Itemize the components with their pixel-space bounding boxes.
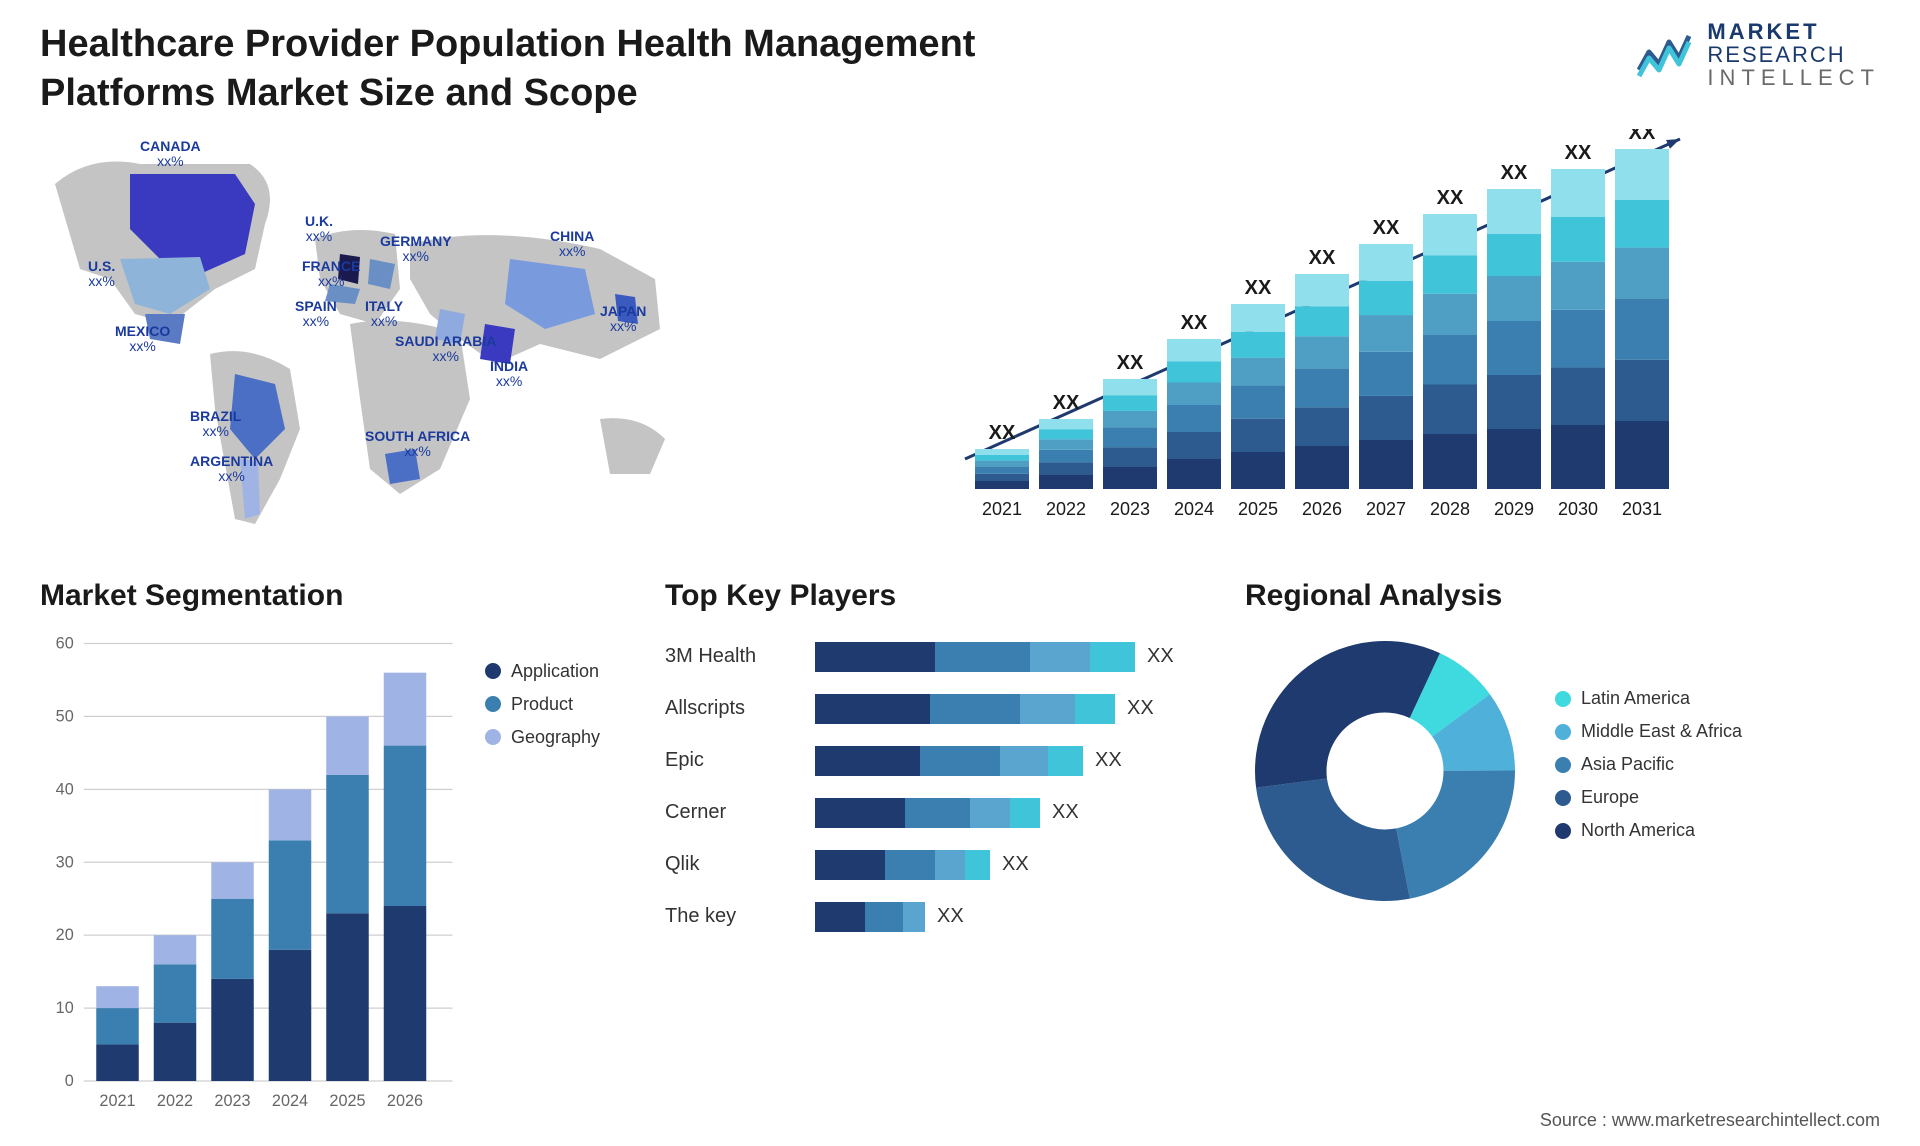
svg-text:20: 20 bbox=[56, 926, 74, 944]
player-value: XX bbox=[1002, 853, 1029, 876]
regional-donut bbox=[1245, 631, 1525, 911]
map-country-label: ITALYxx% bbox=[365, 299, 403, 330]
svg-text:2022: 2022 bbox=[1046, 499, 1086, 519]
player-value: XX bbox=[937, 905, 964, 928]
regional-section: Regional Analysis Latin America Middle Ea… bbox=[1245, 579, 1880, 1079]
svg-text:10: 10 bbox=[56, 999, 74, 1017]
map-country-label: ARGENTINAxx% bbox=[190, 454, 273, 485]
svg-text:XX: XX bbox=[1245, 277, 1272, 299]
svg-text:40: 40 bbox=[56, 780, 74, 798]
svg-text:XX: XX bbox=[1565, 142, 1592, 164]
growth-chart: XX 2021 XX 2022 XX 2023 XX 2024 XX 2025 XX 2026 XX 20… bbox=[770, 129, 1880, 549]
source-attribution: Source : www.marketresearchintellect.com bbox=[1540, 1110, 1880, 1131]
svg-text:2024: 2024 bbox=[272, 1092, 308, 1110]
legend-item: Product bbox=[485, 694, 645, 715]
legend-item: Application bbox=[485, 661, 645, 682]
svg-text:50: 50 bbox=[56, 707, 74, 725]
players-bars: XX XX XX XX XX XX bbox=[815, 631, 1225, 943]
growth-chart-panel: XX 2021 XX 2022 XX 2023 XX 2024 XX 2025 XX 2026 XX 20… bbox=[770, 129, 1880, 549]
svg-text:2021: 2021 bbox=[99, 1092, 135, 1110]
svg-text:2025: 2025 bbox=[1238, 499, 1278, 519]
player-value: XX bbox=[1147, 645, 1174, 668]
svg-text:XX: XX bbox=[1309, 247, 1336, 269]
players-title: Top Key Players bbox=[665, 579, 1225, 613]
top-row: CANADAxx% U.S.xx% MEXICOxx% BRAZILxx% ARGENT… bbox=[40, 129, 1880, 549]
legend-item: North America bbox=[1555, 820, 1880, 841]
map-country-label: CANADAxx% bbox=[140, 139, 201, 170]
player-row: XX bbox=[815, 735, 1225, 787]
map-country-label: U.S.xx% bbox=[88, 259, 115, 290]
player-value: XX bbox=[1127, 697, 1154, 720]
svg-text:2029: 2029 bbox=[1494, 499, 1534, 519]
regional-legend: Latin America Middle East & Africa Asia Pa… bbox=[1555, 688, 1880, 853]
legend-item: Middle East & Africa bbox=[1555, 721, 1880, 742]
svg-text:XX: XX bbox=[989, 422, 1016, 444]
bottom-row: Market Segmentation 01020304050602021202… bbox=[40, 579, 1880, 1079]
player-label: The key bbox=[665, 891, 795, 943]
svg-text:2027: 2027 bbox=[1366, 499, 1406, 519]
svg-text:XX: XX bbox=[1117, 352, 1144, 374]
svg-text:2023: 2023 bbox=[214, 1092, 250, 1110]
player-row: XX bbox=[815, 891, 1225, 943]
map-country-label: SPAINxx% bbox=[295, 299, 337, 330]
legend-item: Europe bbox=[1555, 787, 1880, 808]
player-row: XX bbox=[815, 839, 1225, 891]
svg-text:60: 60 bbox=[56, 634, 74, 652]
player-value: XX bbox=[1052, 801, 1079, 824]
player-label: Allscripts bbox=[665, 683, 795, 735]
svg-text:XX: XX bbox=[1501, 162, 1528, 184]
svg-text:2026: 2026 bbox=[387, 1092, 423, 1110]
legend-item: Latin America bbox=[1555, 688, 1880, 709]
svg-text:XX: XX bbox=[1437, 187, 1464, 209]
svg-text:2026: 2026 bbox=[1302, 499, 1342, 519]
brand-logo: MARKET RESEARCH INTELLECT bbox=[1637, 20, 1880, 89]
map-country-label: MEXICOxx% bbox=[115, 324, 170, 355]
players-section: Top Key Players 3M HealthAllscriptsEpicC… bbox=[665, 579, 1225, 1079]
world-map-panel: CANADAxx% U.S.xx% MEXICOxx% BRAZILxx% ARGENT… bbox=[40, 129, 740, 549]
svg-text:2025: 2025 bbox=[329, 1092, 365, 1110]
regional-title: Regional Analysis bbox=[1245, 579, 1880, 613]
logo-icon bbox=[1637, 30, 1697, 80]
map-country-label: SAUDI ARABIAxx% bbox=[395, 334, 496, 365]
map-country-label: FRANCExx% bbox=[302, 259, 360, 290]
map-country-label: SOUTH AFRICAxx% bbox=[365, 429, 470, 460]
players-labels: 3M HealthAllscriptsEpicCernerQlikThe key bbox=[665, 631, 795, 943]
map-country-label: BRAZILxx% bbox=[190, 409, 241, 440]
svg-text:2030: 2030 bbox=[1558, 499, 1598, 519]
svg-text:XX: XX bbox=[1629, 129, 1656, 144]
svg-text:2024: 2024 bbox=[1174, 499, 1214, 519]
svg-text:2023: 2023 bbox=[1110, 499, 1150, 519]
segmentation-section: Market Segmentation 01020304050602021202… bbox=[40, 579, 645, 1079]
map-country-label: JAPANxx% bbox=[600, 304, 646, 335]
header: Healthcare Provider Population Health Ma… bbox=[40, 20, 1880, 119]
svg-text:30: 30 bbox=[56, 853, 74, 871]
svg-text:XX: XX bbox=[1373, 217, 1400, 239]
segmentation-title: Market Segmentation bbox=[40, 579, 645, 613]
player-label: Cerner bbox=[665, 787, 795, 839]
map-country-label: INDIAxx% bbox=[490, 359, 528, 390]
segmentation-legend: Application Product Geography bbox=[485, 631, 645, 1131]
map-country-label: GERMANYxx% bbox=[380, 234, 452, 265]
legend-item: Asia Pacific bbox=[1555, 754, 1880, 775]
legend-item: Geography bbox=[485, 727, 645, 748]
svg-text:2022: 2022 bbox=[157, 1092, 193, 1110]
player-label: Qlik bbox=[665, 839, 795, 891]
svg-text:2031: 2031 bbox=[1622, 499, 1662, 519]
svg-text:XX: XX bbox=[1181, 312, 1208, 334]
player-label: Epic bbox=[665, 735, 795, 787]
player-row: XX bbox=[815, 631, 1225, 683]
player-row: XX bbox=[815, 787, 1225, 839]
map-country-label: CHINAxx% bbox=[550, 229, 594, 260]
svg-text:2021: 2021 bbox=[982, 499, 1022, 519]
page-title: Healthcare Provider Population Health Ma… bbox=[40, 20, 1140, 119]
svg-text:XX: XX bbox=[1053, 392, 1080, 414]
player-label: 3M Health bbox=[665, 631, 795, 683]
player-value: XX bbox=[1095, 749, 1122, 772]
segmentation-chart: 0 10 20 30 40 50 60 2021 2022 2023 2024 2025 2026 bbox=[40, 631, 465, 1131]
map-country-label: U.K.xx% bbox=[305, 214, 333, 245]
player-row: XX bbox=[815, 683, 1225, 735]
logo-text: MARKET RESEARCH INTELLECT bbox=[1707, 20, 1880, 89]
svg-text:2028: 2028 bbox=[1430, 499, 1470, 519]
svg-text:0: 0 bbox=[65, 1072, 74, 1090]
